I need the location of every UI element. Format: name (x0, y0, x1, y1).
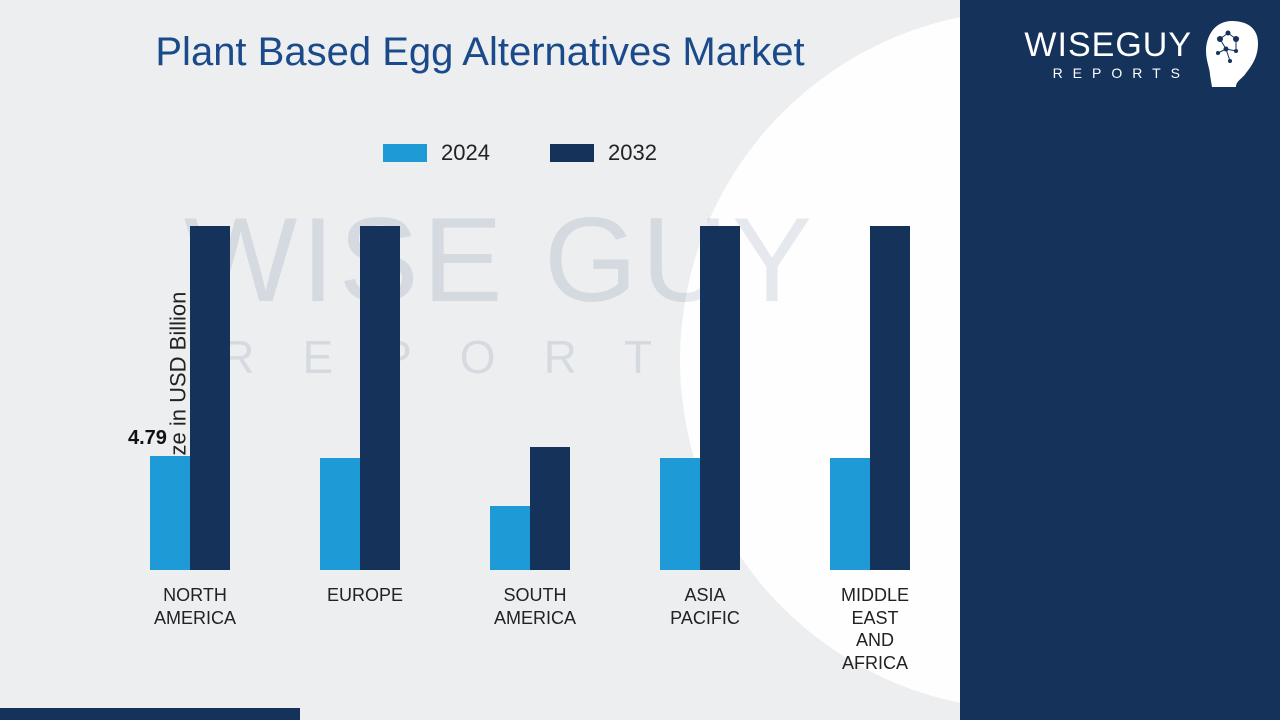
legend-swatch-icon (550, 144, 594, 162)
chart-area: Market Size in USD Billion 2024 2032 4.7… (60, 140, 980, 700)
bar (360, 226, 400, 570)
x-axis-label: EUROPE (300, 584, 430, 607)
bar (700, 226, 740, 570)
chart-canvas: WISE GUY REPORTS Plant Based Egg Alterna… (0, 0, 1280, 720)
right-brand-panel (960, 0, 1280, 720)
x-axis-labels: NORTHAMERICA EUROPE SOUTHAMERICA ASIAPACIFI… (130, 580, 970, 700)
bar (830, 458, 870, 570)
bottom-accent-strip (0, 708, 300, 720)
brand-head-icon (1202, 19, 1262, 89)
brand-logo-text: WISEGUY REPORTS (1024, 28, 1192, 80)
x-axis-label: SOUTHAMERICA (470, 584, 600, 629)
brand-logo: WISEGUY REPORTS (982, 14, 1262, 94)
brand-sub: REPORTS (1053, 66, 1190, 80)
bar (530, 447, 570, 571)
plot-region: 4.79 (130, 190, 970, 570)
x-axis-label: ASIAPACIFIC (640, 584, 770, 629)
bar-value-label: 4.79 (128, 427, 167, 450)
bar (490, 506, 530, 570)
bar (190, 226, 230, 570)
chart-title: Plant Based Egg Alternatives Market (0, 30, 960, 75)
legend-item: 2024 (383, 140, 490, 166)
bar (150, 456, 190, 570)
legend-label: 2024 (441, 140, 490, 166)
legend: 2024 2032 (60, 140, 980, 166)
legend-label: 2032 (608, 140, 657, 166)
legend-swatch-icon (383, 144, 427, 162)
bar (870, 226, 910, 570)
x-axis-label: MIDDLEEASTANDAFRICA (810, 584, 940, 674)
bar (660, 458, 700, 570)
brand-name: WISEGUY (1024, 28, 1192, 62)
bar (320, 458, 360, 570)
legend-item: 2032 (550, 140, 657, 166)
x-axis-label: NORTHAMERICA (130, 584, 260, 629)
